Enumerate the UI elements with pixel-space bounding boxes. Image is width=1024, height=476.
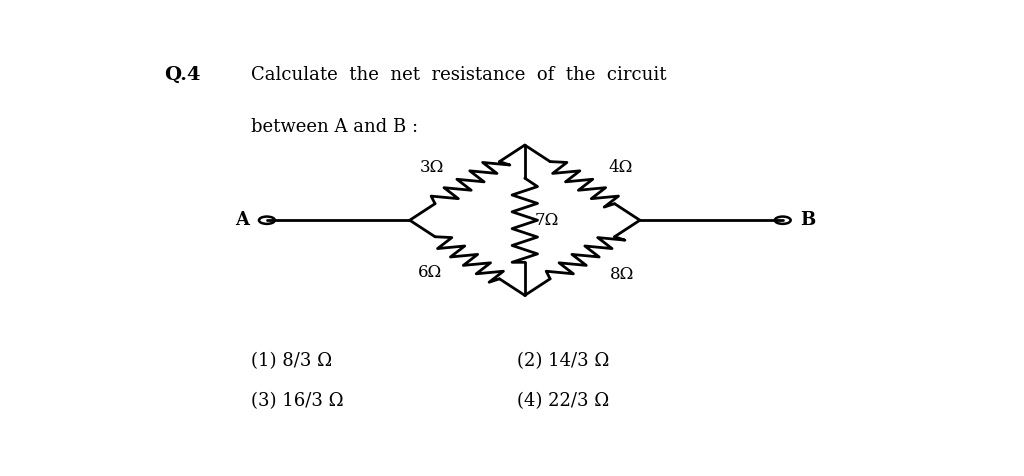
Text: (3) 16/3 Ω: (3) 16/3 Ω bbox=[251, 393, 344, 410]
Text: 8Ω: 8Ω bbox=[609, 266, 634, 283]
Text: Q.4: Q.4 bbox=[164, 66, 201, 84]
Text: 7Ω: 7Ω bbox=[536, 212, 559, 229]
Text: 6Ω: 6Ω bbox=[418, 264, 442, 281]
Text: (4) 22/3 Ω: (4) 22/3 Ω bbox=[517, 393, 609, 410]
Text: (2) 14/3 Ω: (2) 14/3 Ω bbox=[517, 352, 609, 370]
Text: Calculate  the  net  resistance  of  the  circuit: Calculate the net resistance of the circ… bbox=[251, 66, 667, 84]
Text: 4Ω: 4Ω bbox=[608, 159, 633, 176]
Text: between A and B :: between A and B : bbox=[251, 118, 418, 136]
Text: (1) 8/3 Ω: (1) 8/3 Ω bbox=[251, 352, 332, 370]
Text: 3Ω: 3Ω bbox=[420, 159, 443, 176]
Text: A: A bbox=[236, 211, 250, 229]
Text: B: B bbox=[800, 211, 815, 229]
